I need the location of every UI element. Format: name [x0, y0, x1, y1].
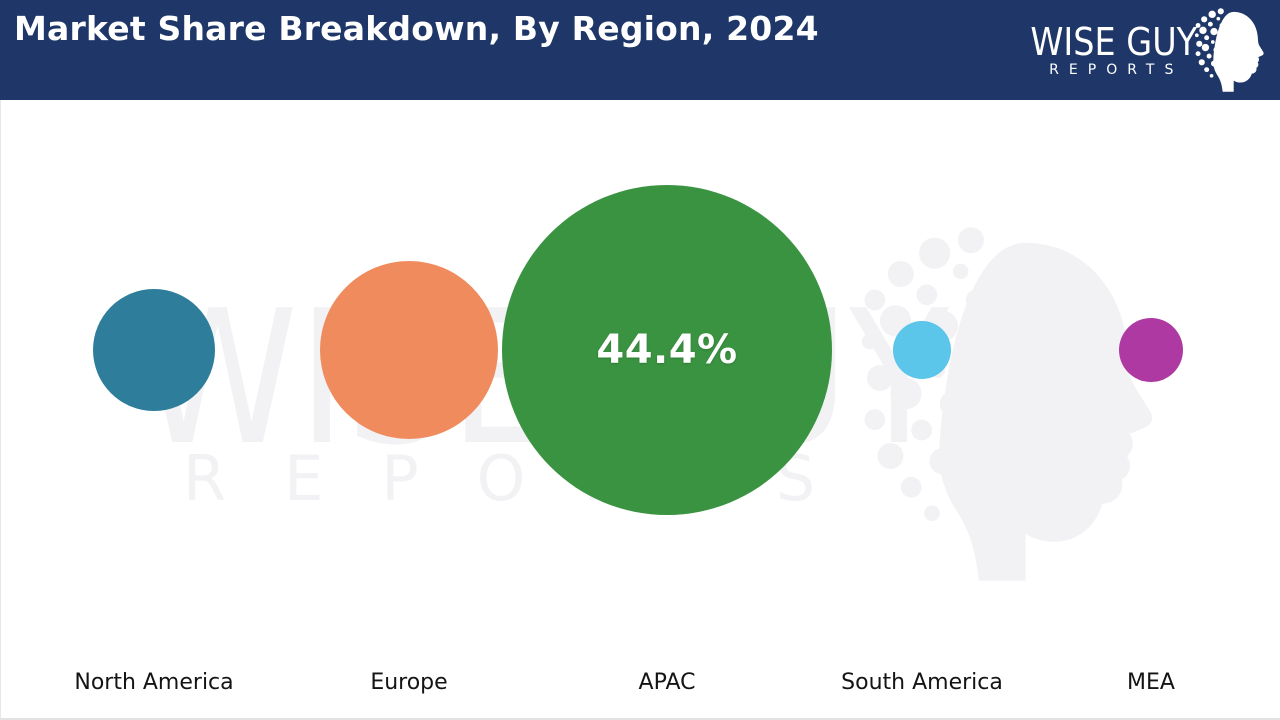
category-label-mea: MEA	[1127, 670, 1175, 695]
bubble-value-label: 44.4%	[596, 327, 738, 373]
category-label-south-america: South America	[841, 670, 1003, 695]
logo-wordmark: WISE GUY	[1029, 19, 1197, 64]
page-title: Market Share Breakdown, By Region, 2024	[14, 9, 819, 48]
face-logo-icon	[1192, 7, 1268, 93]
bubble-mea	[1119, 318, 1183, 382]
logo-subtitle: REPORTS	[1049, 61, 1184, 78]
bubble-north-america	[93, 289, 215, 411]
wiseguy-logo-text: WISE GUY REPORTS	[1019, 23, 1208, 78]
category-label-north-america: North America	[74, 670, 234, 695]
watermark-face-icon	[854, 222, 1166, 586]
category-label-apac: APAC	[638, 670, 696, 695]
header: Market Share Breakdown, By Region, 2024 …	[0, 0, 1280, 100]
bubble-south-america	[893, 321, 951, 379]
category-label-europe: Europe	[370, 670, 448, 695]
bubble-europe	[320, 261, 498, 439]
wiseguy-logo: WISE GUY REPORTS	[1019, 6, 1268, 94]
bubble-apac: 44.4%	[502, 185, 832, 515]
